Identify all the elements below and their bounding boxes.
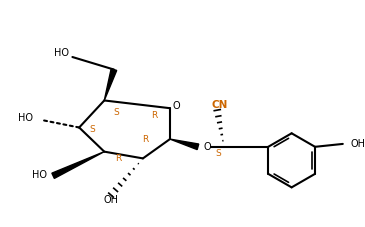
Text: R: R xyxy=(115,154,121,163)
Text: OH: OH xyxy=(104,195,119,205)
Text: R: R xyxy=(142,135,148,144)
Text: O: O xyxy=(204,142,211,152)
Polygon shape xyxy=(52,152,104,178)
Text: HO: HO xyxy=(18,113,33,123)
Text: O: O xyxy=(173,101,181,111)
Text: CN: CN xyxy=(211,100,227,110)
Text: HO: HO xyxy=(32,170,47,180)
Polygon shape xyxy=(104,69,117,101)
Text: OH: OH xyxy=(350,139,365,149)
Text: R: R xyxy=(151,111,158,120)
Text: S: S xyxy=(215,149,221,158)
Text: S: S xyxy=(113,108,119,116)
Text: HO: HO xyxy=(54,48,69,58)
Text: S: S xyxy=(90,125,96,134)
Polygon shape xyxy=(170,139,199,150)
